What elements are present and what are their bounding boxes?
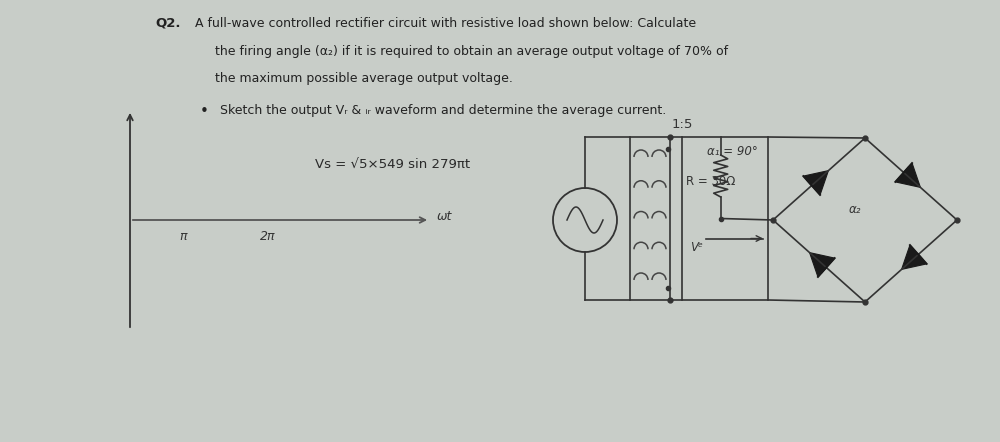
Text: Q2.: Q2. (155, 17, 180, 30)
Polygon shape (803, 171, 828, 195)
Circle shape (553, 188, 617, 252)
Text: A full-wave controlled rectifier circuit with resistive load shown below: Calcul: A full-wave controlled rectifier circuit… (195, 17, 696, 30)
Polygon shape (810, 253, 835, 277)
Text: R = 30Ω: R = 30Ω (686, 175, 735, 188)
Text: •: • (200, 104, 209, 119)
Polygon shape (902, 245, 927, 269)
Text: 2π: 2π (260, 230, 276, 243)
Text: the firing angle (α₂) if it is required to obtain an average output voltage of 7: the firing angle (α₂) if it is required … (215, 45, 728, 58)
Text: α₁ = 90°: α₁ = 90° (707, 145, 758, 158)
Text: ωt: ωt (437, 210, 452, 224)
Text: α₂: α₂ (849, 203, 861, 217)
Polygon shape (895, 163, 920, 187)
Text: 1:5: 1:5 (672, 118, 693, 131)
Bar (682, 137, 768, 300)
Text: the maximum possible average output voltage.: the maximum possible average output volt… (215, 72, 513, 85)
Bar (630, 137, 670, 300)
Text: Vs = √5×549 sin 279πt: Vs = √5×549 sin 279πt (315, 157, 470, 171)
Text: Vᵉ: Vᵉ (690, 240, 703, 254)
Text: Sketch the output Vᵣ & ᵢᵣ waveform and determine the average current.: Sketch the output Vᵣ & ᵢᵣ waveform and d… (220, 104, 666, 117)
Text: π: π (179, 230, 187, 243)
